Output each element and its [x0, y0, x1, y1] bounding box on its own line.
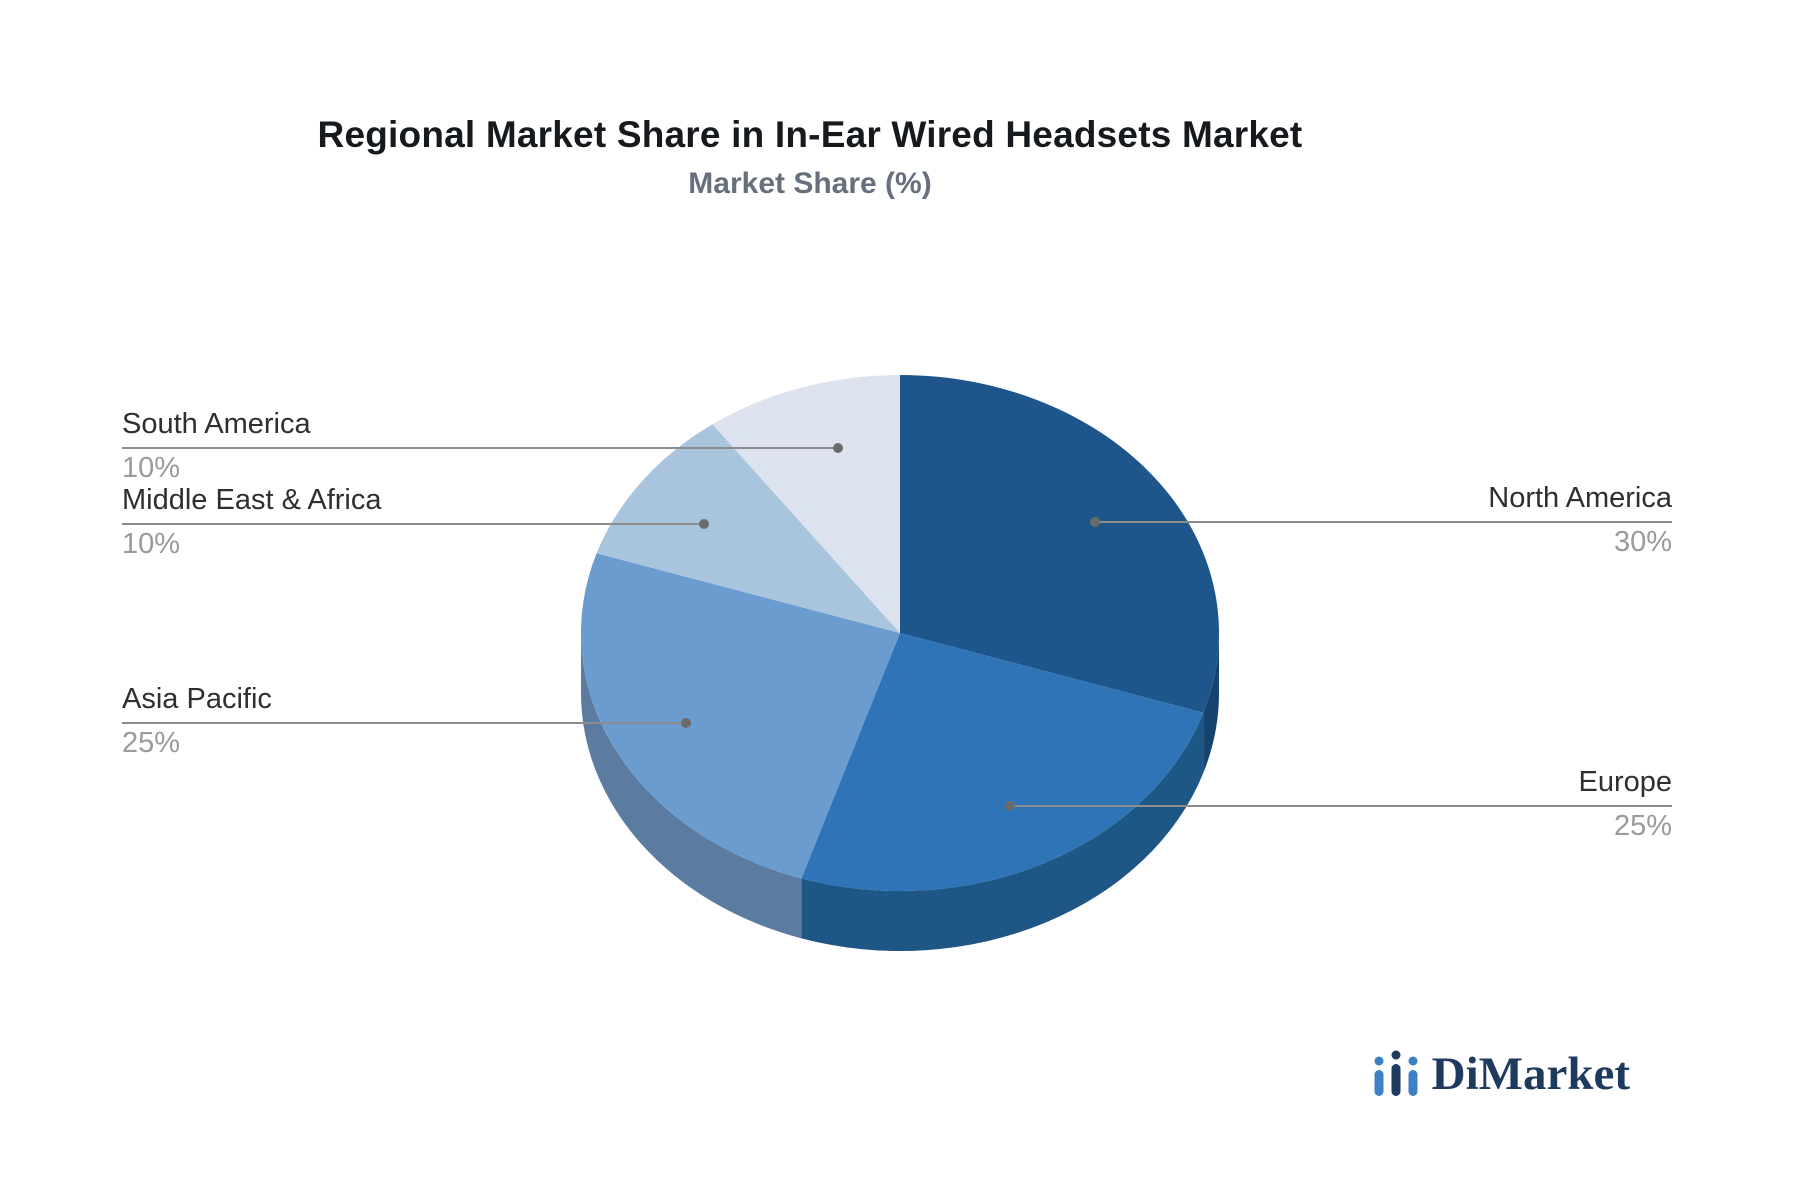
chart-title: Regional Market Share in In-Ear Wired He…	[317, 114, 1303, 155]
slice-name: Asia Pacific	[122, 683, 272, 715]
leader-dot-south-america	[833, 443, 843, 453]
slice-label-north-america: North America 30%	[1242, 482, 1672, 558]
slice-label-europe: Europe 25%	[1242, 766, 1672, 842]
slice-name: Europe	[1578, 766, 1672, 798]
slice-name: North America	[1488, 482, 1672, 514]
pie-slice-europe	[801, 633, 1204, 892]
leader-dot-asia-pacific	[681, 718, 691, 728]
pie-slice-middle-east-africa	[596, 424, 900, 633]
slice-value: 25%	[122, 727, 181, 759]
slice-name: South America	[122, 408, 311, 440]
dimarket-logo: DiMarket	[1372, 1050, 1630, 1098]
chart-subtitle: Market Share (%)	[688, 167, 932, 200]
pie-slice-side-north-america	[1203, 633, 1219, 773]
slice-label-asia-pacific: Asia Pacific 25%	[122, 683, 552, 759]
slice-value: 10%	[122, 528, 181, 560]
slice-value: 10%	[122, 452, 181, 484]
pie-slice-north-america	[900, 375, 1220, 713]
pie-slice-asia-pacific	[580, 553, 900, 879]
leader-dot-europe	[1005, 801, 1015, 811]
slice-label-south-america: South America 10%	[122, 408, 552, 484]
leader-dot-north-america	[1090, 517, 1100, 527]
logo-text: DiMarket	[1431, 1048, 1630, 1100]
bar-chart-dots-icon	[1374, 1050, 1418, 1096]
slice-name: Middle East & Africa	[122, 484, 382, 516]
pie-slice-side-asia-pacific	[581, 633, 802, 939]
slice-value: 25%	[1613, 810, 1672, 842]
pie-slice-south-america	[712, 375, 900, 633]
slice-value: 30%	[1613, 526, 1672, 558]
leader-dot-middle-east-africa	[699, 519, 709, 529]
pie-slice-side-europe	[801, 712, 1204, 952]
slice-label-middle-east-africa: Middle East & Africa 10%	[122, 484, 552, 560]
